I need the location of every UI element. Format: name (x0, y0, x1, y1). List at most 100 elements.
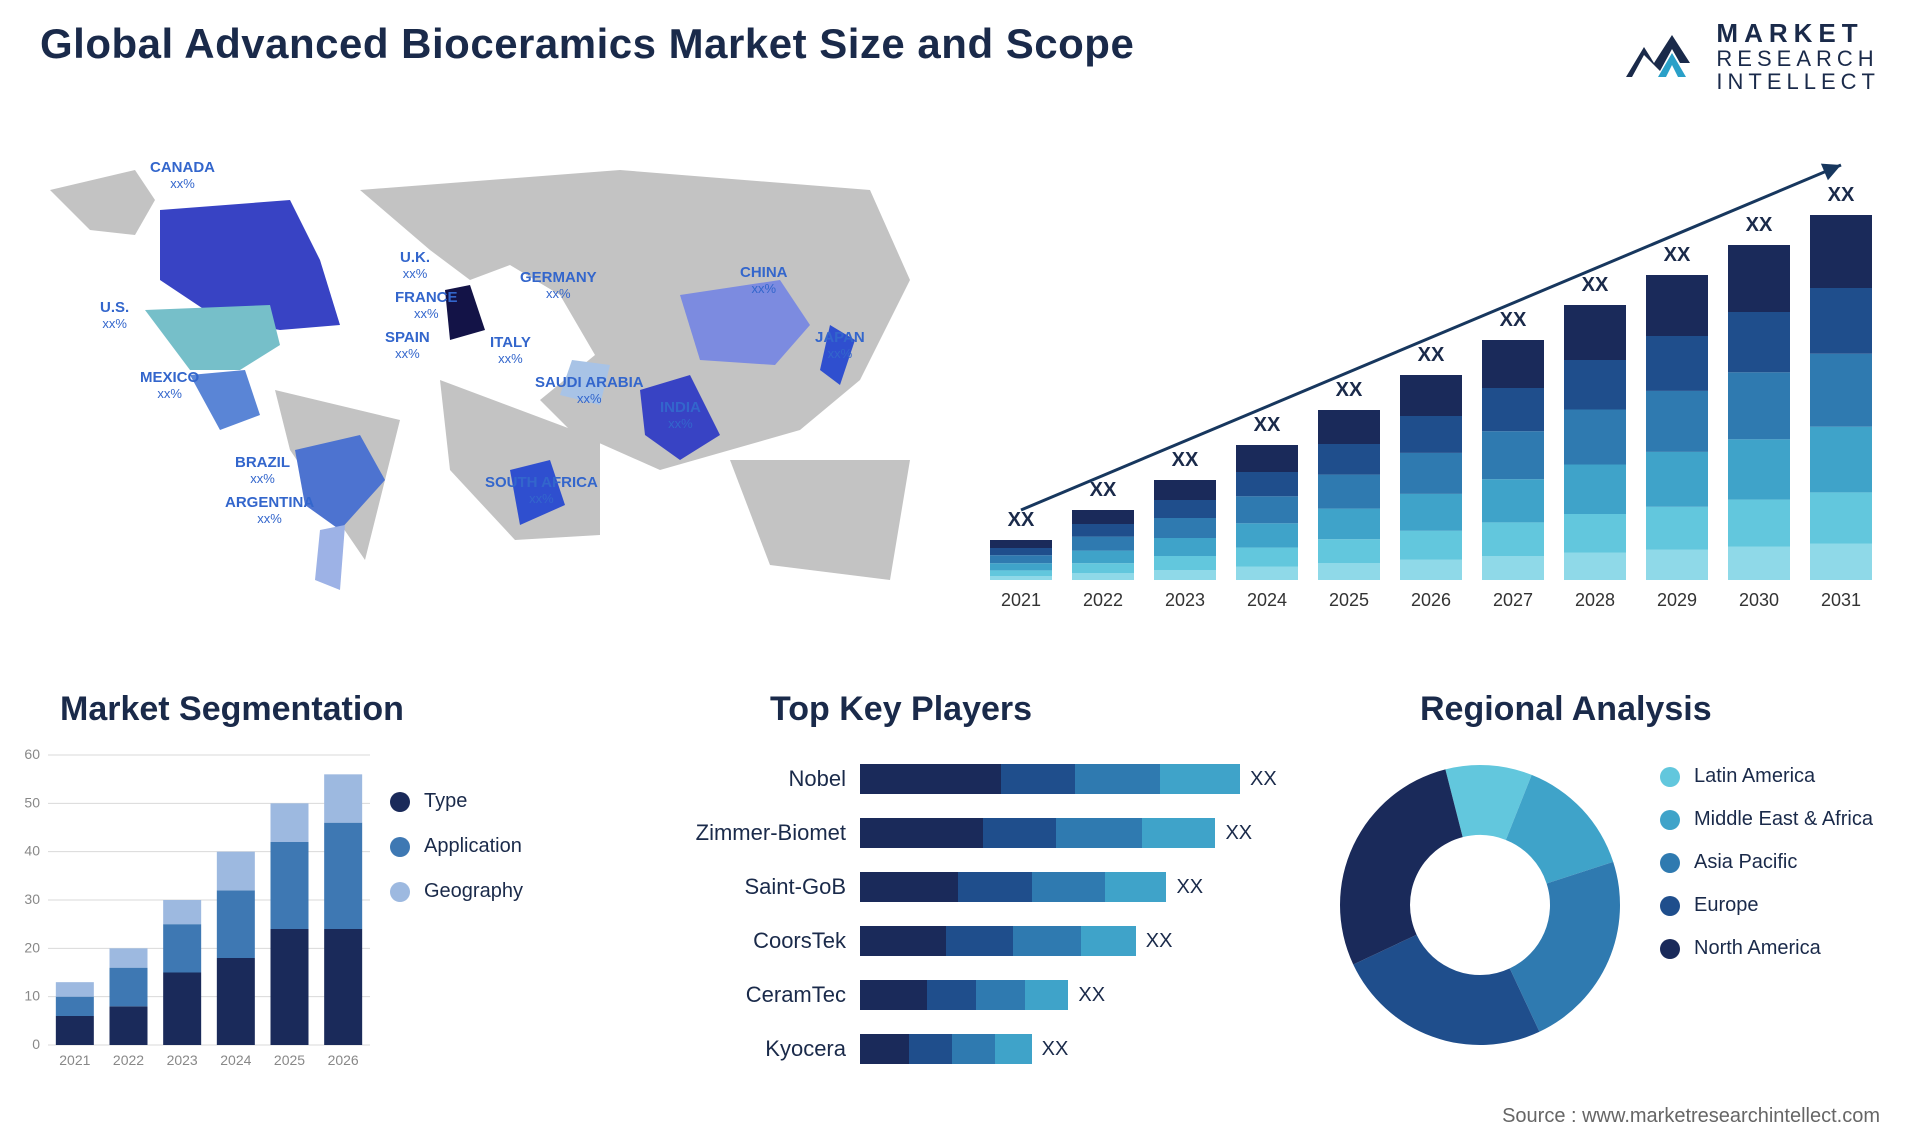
legend-swatch-icon (1660, 853, 1680, 873)
legend-label: Asia Pacific (1694, 851, 1797, 874)
svg-text:2021: 2021 (1001, 590, 1041, 610)
key-player-bar (860, 872, 1166, 902)
key-player-row: CeramTec XX (660, 971, 1310, 1019)
svg-text:XX: XX (1500, 309, 1527, 331)
logo-line1: MARKET (1716, 20, 1880, 47)
key-player-name: CoorsTek (660, 928, 860, 954)
svg-text:2031: 2031 (1821, 590, 1861, 610)
world-map: CANADAxx% U.S.xx% MEXICOxx% BRAZILxx% ARGENT… (40, 130, 920, 650)
key-player-bar (860, 764, 1240, 794)
svg-text:XX: XX (1828, 184, 1855, 206)
svg-text:20: 20 (24, 939, 40, 955)
key-player-name: Nobel (660, 766, 860, 792)
key-player-row: CoorsTek XX (660, 917, 1310, 965)
key-player-value: XX (1225, 822, 1252, 845)
key-player-value: XX (1176, 876, 1203, 899)
map-label-argentina: ARGENTINAxx% (225, 495, 314, 526)
regional-donut-chart (1330, 755, 1630, 1055)
map-label-china: CHINAxx% (740, 265, 788, 296)
legend-label: Geography (424, 880, 523, 903)
svg-text:10: 10 (24, 988, 40, 1004)
map-label-mexico: MEXICOxx% (140, 370, 199, 401)
map-label-brazil: BRAZILxx% (235, 455, 290, 486)
key-player-name: Zimmer-Biomet (660, 820, 860, 846)
svg-text:XX: XX (1418, 344, 1445, 366)
regional-legend-item: Middle East & Africa (1660, 808, 1873, 831)
svg-text:2028: 2028 (1575, 590, 1615, 610)
svg-text:XX: XX (1582, 274, 1609, 296)
segmentation-legend: Type Application Geography (390, 790, 523, 925)
map-label-u-s-: U.S.xx% (100, 300, 129, 331)
regional-legend-item: Europe (1660, 894, 1873, 917)
svg-text:30: 30 (24, 891, 40, 907)
key-player-bar (860, 980, 1068, 1010)
svg-text:XX: XX (1254, 414, 1281, 436)
map-label-spain: SPAINxx% (385, 330, 430, 361)
svg-text:2027: 2027 (1493, 590, 1533, 610)
legend-swatch-icon (1660, 810, 1680, 830)
key-player-row: Zimmer-Biomet XX (660, 809, 1310, 857)
svg-text:XX: XX (1172, 449, 1199, 471)
segmentation-title: Market Segmentation (60, 690, 404, 729)
key-player-name: Saint-GoB (660, 874, 860, 900)
regional-legend: Latin America Middle East & Africa Asia Pa… (1660, 765, 1873, 980)
map-label-france: FRANCExx% (395, 290, 458, 321)
svg-text:2025: 2025 (1329, 590, 1369, 610)
svg-text:2022: 2022 (113, 1052, 144, 1068)
legend-label: Latin America (1694, 765, 1815, 788)
key-player-value: XX (1146, 930, 1173, 953)
svg-text:2022: 2022 (1083, 590, 1123, 610)
svg-text:2023: 2023 (167, 1052, 198, 1068)
svg-text:2024: 2024 (1247, 590, 1287, 610)
legend-label: Middle East & Africa (1694, 808, 1873, 831)
legend-label: Europe (1694, 894, 1759, 917)
key-player-value: XX (1042, 1038, 1069, 1061)
legend-swatch-icon (390, 837, 410, 857)
segmentation-legend-item: Application (390, 835, 523, 858)
svg-text:2021: 2021 (59, 1052, 90, 1068)
svg-text:XX: XX (1090, 479, 1117, 501)
svg-text:XX: XX (1336, 379, 1363, 401)
logo-mark-icon (1620, 25, 1704, 89)
legend-swatch-icon (1660, 939, 1680, 959)
svg-text:2024: 2024 (220, 1052, 251, 1068)
svg-text:0: 0 (32, 1036, 40, 1052)
segmentation-legend-item: Geography (390, 880, 523, 903)
svg-text:XX: XX (1664, 244, 1691, 266)
page-title: Global Advanced Bioceramics Market Size … (40, 20, 1134, 68)
logo-line2: RESEARCH (1716, 47, 1880, 70)
svg-text:2029: 2029 (1657, 590, 1697, 610)
segmentation-bar-chart: 0102030405060202120222023202420252026 (10, 745, 380, 1085)
svg-text:XX: XX (1746, 214, 1773, 236)
legend-swatch-icon (390, 882, 410, 902)
legend-label: Type (424, 790, 467, 813)
map-label-saudi-arabia: SAUDI ARABIAxx% (535, 375, 644, 406)
key-player-name: CeramTec (660, 982, 860, 1008)
map-label-u-k-: U.K.xx% (400, 250, 430, 281)
svg-text:2023: 2023 (1165, 590, 1205, 610)
map-label-italy: ITALYxx% (490, 335, 531, 366)
key-player-name: Kyocera (660, 1036, 860, 1062)
key-players-bar-chart: NobelXXZimmer-BiometXXSaint-GoBXXCoorsTe… (660, 755, 1310, 1095)
svg-text:XX: XX (1008, 509, 1035, 531)
regional-legend-item: Latin America (1660, 765, 1873, 788)
legend-label: Application (424, 835, 522, 858)
map-label-canada: CANADAxx% (150, 160, 215, 191)
legend-swatch-icon (390, 792, 410, 812)
regional-legend-item: North America (1660, 937, 1873, 960)
svg-text:60: 60 (24, 746, 40, 762)
svg-text:2030: 2030 (1739, 590, 1779, 610)
key-player-value: XX (1078, 984, 1105, 1007)
map-label-south-africa: SOUTH AFRICAxx% (485, 475, 598, 506)
map-label-germany: GERMANYxx% (520, 270, 597, 301)
key-player-bar (860, 926, 1136, 956)
brand-logo: MARKET RESEARCH INTELLECT (1620, 20, 1880, 93)
map-label-japan: JAPANxx% (815, 330, 865, 361)
regional-legend-item: Asia Pacific (1660, 851, 1873, 874)
key-player-row: Kyocera XX (660, 1025, 1310, 1073)
key-players-title: Top Key Players (770, 690, 1032, 729)
legend-swatch-icon (1660, 896, 1680, 916)
map-label-india: INDIAxx% (660, 400, 701, 431)
source-attribution: Source : www.marketresearchintellect.com (1502, 1105, 1880, 1128)
regional-title: Regional Analysis (1420, 690, 1712, 729)
